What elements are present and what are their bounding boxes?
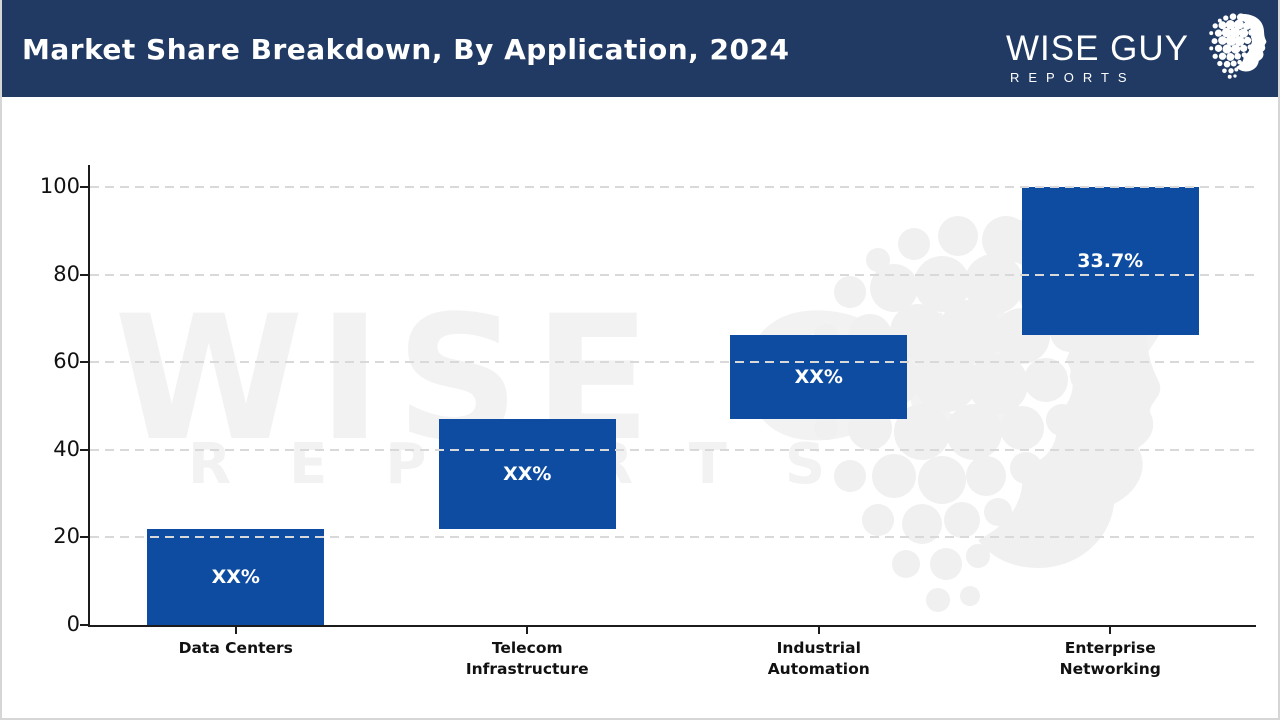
x-tick-mark <box>234 627 237 634</box>
bar-telecom-infrastructure <box>438 419 616 529</box>
gridline-20 <box>90 536 1256 539</box>
page-title: Market Share Breakdown, By Application, … <box>22 33 790 66</box>
gridline-60 <box>90 361 1256 364</box>
x-axis-label: Data Centers <box>178 639 293 657</box>
x-tick-mark <box>526 627 529 634</box>
x-axis-label: Enterprise Networking <box>1059 639 1161 678</box>
header-bar: Market Share Breakdown, By Application, … <box>2 0 1278 97</box>
x-axis-label: Telecom Infrastructure <box>465 639 589 678</box>
y-tick-mark <box>80 361 89 364</box>
logo-subtext: REPORTS <box>1010 70 1136 85</box>
y-tick-mark <box>80 273 89 276</box>
x-tick-mark <box>1109 627 1112 634</box>
gridline-80 <box>90 273 1256 276</box>
y-tick-label: 0 <box>66 612 80 636</box>
y-tick-label: 20 <box>53 524 80 549</box>
y-tick-label: 80 <box>53 261 80 286</box>
bar-value-label: XX% <box>503 462 552 485</box>
bar-value-label: 33.7% <box>1077 249 1144 272</box>
gridline-100 <box>90 186 1256 188</box>
x-axis-label: Industrial Automation <box>767 639 870 678</box>
y-tick-mark <box>80 186 89 188</box>
gridline-40 <box>90 448 1256 451</box>
wise-guy-reports-logo: WISE GUY REPORTS <box>1006 7 1268 91</box>
y-tick-label: 100 <box>39 174 80 198</box>
y-tick-mark <box>80 536 89 539</box>
y-axis-line <box>88 165 90 627</box>
y-tick-mark <box>80 624 89 626</box>
x-tick-mark <box>817 627 820 634</box>
bar-data-centers <box>147 528 325 625</box>
dotted-head-icon <box>1209 13 1267 79</box>
x-axis-line <box>88 625 1256 627</box>
bar-value-label: XX% <box>211 565 260 588</box>
bar-value-label: XX% <box>794 365 843 388</box>
y-tick-label: 40 <box>53 436 80 461</box>
y-tick-label: 60 <box>53 349 80 374</box>
y-tick-mark <box>80 448 89 451</box>
logo-wordmark: WISE GUY <box>1006 29 1190 68</box>
